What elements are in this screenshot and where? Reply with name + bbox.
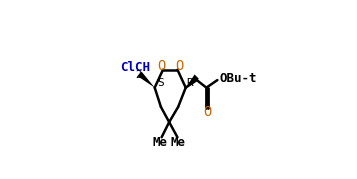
Text: O: O [175,59,184,73]
Text: O: O [157,59,166,73]
Text: S: S [157,78,164,88]
Text: O: O [203,105,212,119]
Text: ClCH: ClCH [120,61,150,74]
Polygon shape [186,74,199,88]
Text: R: R [186,78,193,88]
Text: 2: 2 [135,70,141,80]
Text: Me: Me [152,136,167,149]
Text: OBu-t: OBu-t [219,72,257,85]
Text: Me: Me [171,136,186,149]
Polygon shape [137,72,155,88]
